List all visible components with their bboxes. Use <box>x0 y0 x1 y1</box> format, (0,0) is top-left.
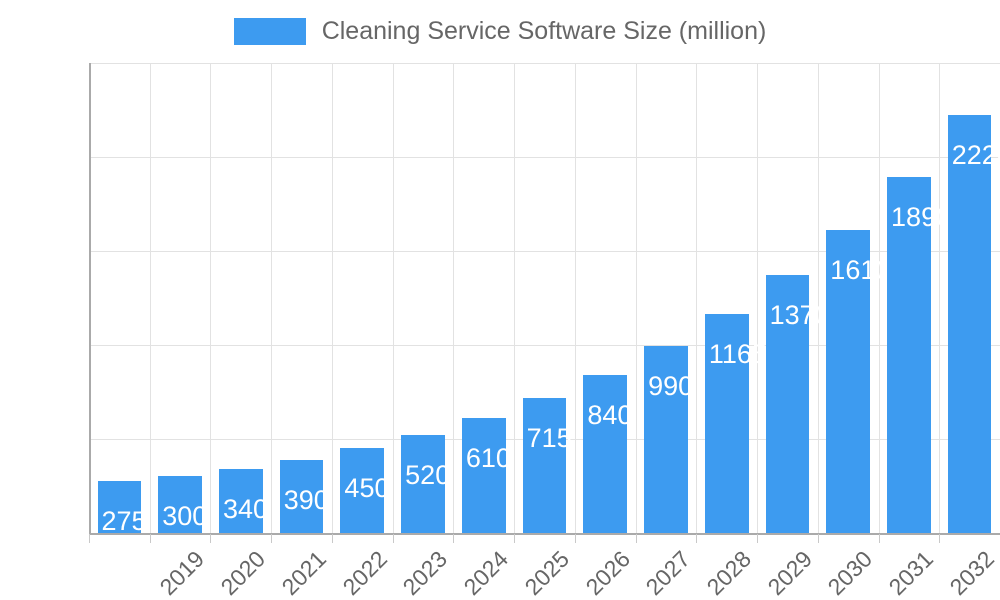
x-axis-line <box>89 533 1000 535</box>
bar[interactable] <box>218 468 263 533</box>
x-axis-tick-label: 2021 <box>276 545 331 600</box>
y-axis-line <box>89 63 91 534</box>
x-axis-tick-label: 2029 <box>762 545 817 600</box>
x-axis-tick-mark <box>514 534 515 543</box>
x-axis-labels: 2019 2020 2021 2022 2023 2024 2025 2026 2027 2028… <box>89 534 1000 600</box>
bar[interactable] <box>765 274 810 533</box>
x-axis-tick-mark <box>89 534 90 543</box>
gridline-vertical <box>636 63 637 534</box>
bar[interactable] <box>461 418 506 533</box>
gridline-vertical <box>696 63 697 534</box>
gridline-vertical <box>453 63 454 534</box>
gridline-vertical <box>150 63 151 534</box>
chart-legend: Cleaning Service Software Size (million) <box>0 0 1000 63</box>
gridline-vertical <box>757 63 758 534</box>
x-axis-tick-mark <box>757 534 758 543</box>
bar[interactable] <box>887 176 931 533</box>
x-axis-tick-label: 2019 <box>154 545 210 600</box>
x-axis-tick-mark <box>636 534 637 543</box>
x-axis-tick-mark <box>271 534 272 543</box>
gridline-vertical <box>393 63 394 534</box>
x-axis-tick-mark <box>150 534 151 543</box>
legend-label: Cleaning Service Software Size (million) <box>321 17 767 45</box>
bar[interactable] <box>158 476 202 533</box>
gridline-vertical <box>332 63 333 534</box>
gridline-vertical <box>514 63 515 534</box>
x-axis-tick-label: 2026 <box>580 545 635 600</box>
x-axis-tick-mark <box>879 534 880 543</box>
bar[interactable] <box>522 398 567 533</box>
x-axis-tick-label: 2031 <box>883 545 939 600</box>
x-axis-tick-mark <box>210 534 211 543</box>
x-axis-tick-label: 2027 <box>640 545 696 600</box>
bar[interactable] <box>644 346 688 533</box>
legend-item-cleaning-service-software-size[interactable]: Cleaning Service Software Size (million) <box>233 17 767 45</box>
bar[interactable] <box>826 229 871 533</box>
x-axis-tick-mark <box>939 534 940 543</box>
gridline-vertical <box>575 63 576 534</box>
x-axis-tick-label: 2024 <box>458 545 514 600</box>
gridline-vertical <box>939 63 940 534</box>
x-axis-tick-label: 2030 <box>822 545 878 600</box>
x-axis-tick-mark <box>818 534 819 543</box>
x-axis-tick-mark <box>332 534 333 543</box>
x-axis-tick-label: 2025 <box>519 545 574 600</box>
plot-area: 275 300 340 390 450 520 610 715 840 990 1165 1370 16… <box>89 62 1000 535</box>
bar[interactable] <box>947 114 992 533</box>
gridline-horizontal <box>89 156 1000 158</box>
x-axis-tick-mark <box>393 534 394 543</box>
bar[interactable] <box>97 481 142 533</box>
bar[interactable] <box>279 459 324 533</box>
gridline-horizontal <box>89 250 1000 252</box>
gridline-horizontal <box>89 345 1000 347</box>
x-axis-tick-label: 2023 <box>397 545 453 600</box>
gridline-horizontal <box>89 62 1000 64</box>
gridline-vertical <box>818 63 819 534</box>
gridline-vertical <box>879 63 880 534</box>
x-axis-tick-label: 2032 <box>944 545 1000 600</box>
gridline-vertical <box>271 63 272 534</box>
gridline-vertical <box>210 63 211 534</box>
bar[interactable] <box>340 448 385 533</box>
x-axis-tick-label: 2028 <box>701 545 757 600</box>
legend-color-swatch <box>233 18 306 45</box>
x-axis-tick-label: 2020 <box>215 545 271 600</box>
bar[interactable] <box>704 313 749 533</box>
x-axis-tick-mark <box>575 534 576 543</box>
x-axis-tick-mark <box>453 534 454 543</box>
bar[interactable] <box>401 435 445 533</box>
x-axis-tick-label: 2022 <box>337 545 392 600</box>
bar[interactable] <box>583 374 628 533</box>
x-axis-tick-mark <box>696 534 697 543</box>
